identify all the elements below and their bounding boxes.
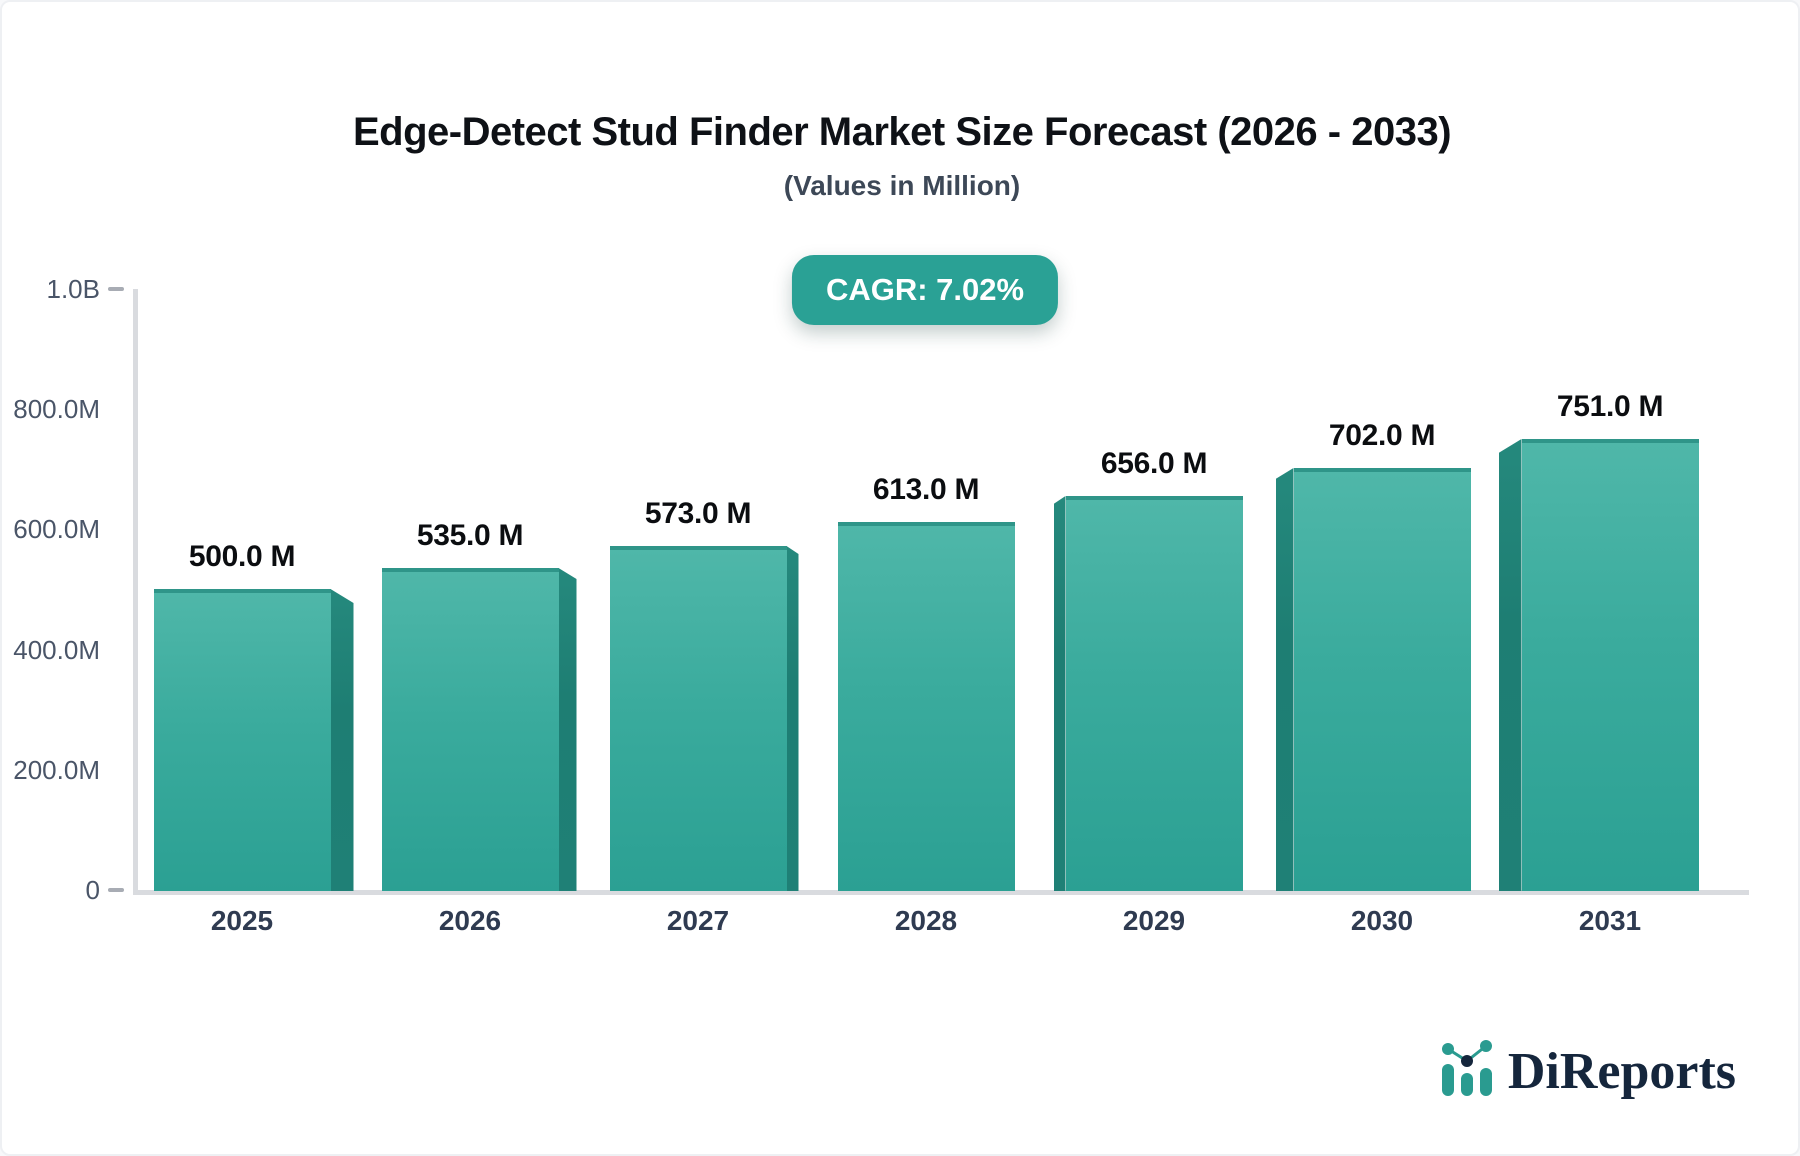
- y-axis-tick-label: 600.0M: [13, 514, 100, 545]
- y-axis-tick-mark: [108, 287, 124, 291]
- bar-3d-side: [1053, 496, 1066, 891]
- bar-3d-side: [330, 589, 354, 891]
- bar-2030: [1293, 468, 1471, 891]
- bar-2031: [1521, 439, 1699, 891]
- x-axis-tick-label: 2031: [1578, 905, 1642, 936]
- x-axis-tick-label: 2027: [666, 905, 730, 936]
- bar-2028: [837, 522, 1015, 891]
- bar-value-label: 702.0 M: [1328, 419, 1436, 452]
- y-axis-tick-label: 1.0B: [46, 274, 101, 304]
- x-axis-tick-label: 2026: [438, 905, 502, 936]
- bar-3d-side: [1498, 439, 1522, 891]
- bar-3d-side: [786, 546, 799, 891]
- bar-value-label: 535.0 M: [416, 519, 524, 552]
- y-axis-tick-label: 0: [85, 875, 100, 905]
- bar-value-label: 656.0 M: [1100, 447, 1208, 480]
- x-axis-line: [133, 890, 1749, 895]
- bar-3d-side: [1275, 468, 1294, 891]
- x-axis-tick-label: 2030: [1350, 905, 1414, 936]
- y-axis-tick-mark: [108, 888, 124, 892]
- y-axis-tick-label: 800.0M: [13, 394, 100, 425]
- bar-2029: [1065, 496, 1243, 891]
- chart-title: Edge-Detect Stud Finder Market Size Fore…: [352, 110, 1452, 154]
- bar-value-label: 613.0 M: [872, 473, 980, 506]
- y-axis-tick-label: 400.0M: [13, 634, 100, 665]
- cagr-badge: CAGR: 7.02%: [791, 255, 1059, 325]
- bar-3d-side: [558, 568, 577, 891]
- x-axis-tick-label: 2028: [894, 905, 958, 936]
- y-axis-tick-label: 200.0M: [13, 754, 100, 785]
- x-axis-tick-label: 2025: [210, 905, 274, 936]
- brand-logo: DiReports: [1440, 1040, 1736, 1098]
- bar-value-label: 573.0 M: [644, 497, 752, 530]
- bar-2026: [381, 568, 559, 891]
- bar-value-label: 500.0 M: [188, 540, 296, 573]
- bar-2025: [153, 589, 331, 891]
- logo-text: DiReports: [1507, 1043, 1736, 1100]
- logo-chart-icon: [1441, 1040, 1492, 1096]
- y-axis-line: [133, 289, 138, 890]
- chart-subtitle: (Values in Million): [783, 170, 1021, 201]
- bar-value-label: 751.0 M: [1556, 390, 1664, 423]
- x-axis-tick-label: 2029: [1122, 905, 1186, 936]
- bar-2027: [609, 546, 787, 891]
